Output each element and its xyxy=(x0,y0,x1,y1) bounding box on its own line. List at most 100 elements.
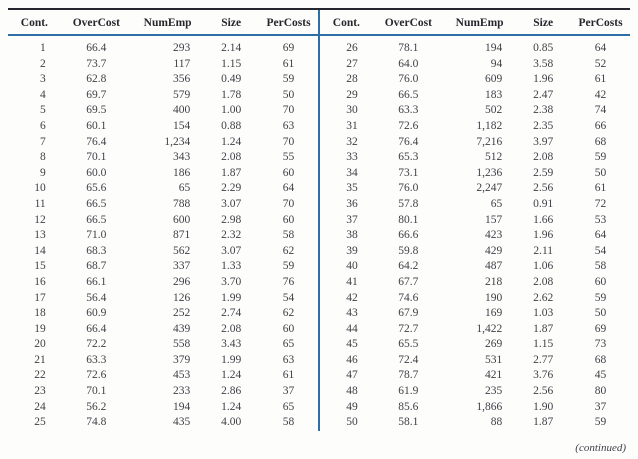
cell-numemp: 337 xyxy=(173,260,191,273)
table-row: 39 59.8 429 2.11 54 xyxy=(320,244,630,260)
cell-size: 1.96 xyxy=(533,73,554,86)
cell-numemp: 487 xyxy=(485,260,503,273)
column-header-cont: Cont. xyxy=(320,10,373,36)
cell-cont: 1 xyxy=(39,42,46,54)
cell-overcost: 72.6 xyxy=(86,369,107,382)
cell-overcost: 56.4 xyxy=(86,291,107,304)
cell-percosts: 52 xyxy=(594,57,607,70)
cell-cont: 28 xyxy=(346,73,358,86)
cell-size: 1.96 xyxy=(533,229,554,242)
cell-size: 2.74 xyxy=(221,307,242,320)
cell-percosts: 80 xyxy=(594,385,607,398)
cell-cont: 8 xyxy=(39,151,46,164)
cell-size: 1.99 xyxy=(221,291,242,304)
table-row: 46 72.4 531 2.77 68 xyxy=(320,353,630,369)
cell-cont: 15 xyxy=(34,260,46,273)
table-top-rule xyxy=(8,8,630,10)
cell-overcost: 72.4 xyxy=(398,353,419,366)
cell-cont: 19 xyxy=(34,322,46,335)
header-row: Cont. OverCost NumEmp Size PerCosts xyxy=(8,10,318,36)
table-row: 33 65.3 512 2.08 59 xyxy=(320,150,630,166)
cell-numemp: 558 xyxy=(173,338,191,351)
cell-overcost: 76.0 xyxy=(398,182,419,195)
cell-overcost: 78.7 xyxy=(398,369,419,382)
cell-cont: 18 xyxy=(34,307,46,320)
cell-percosts: 59 xyxy=(282,73,295,86)
cell-size: 4.00 xyxy=(221,416,242,429)
table-row: 17 56.4 126 1.99 54 xyxy=(8,291,318,307)
cell-overcost: 60.0 xyxy=(86,166,107,179)
cell-overcost: 63.3 xyxy=(86,353,107,366)
cell-overcost: 69.7 xyxy=(86,88,107,101)
cell-size: 2.77 xyxy=(533,353,554,366)
cell-cont: 41 xyxy=(346,275,358,288)
cell-numemp: 1,234 xyxy=(164,135,191,148)
cell-overcost: 67.9 xyxy=(398,307,419,320)
cell-size: 2.35 xyxy=(533,119,554,132)
cell-cont: 39 xyxy=(346,244,358,257)
cell-percosts: 59 xyxy=(594,291,607,304)
cell-size: 3.07 xyxy=(221,244,242,257)
cell-overcost: 66.5 xyxy=(86,197,107,210)
cell-overcost: 60.9 xyxy=(86,307,107,320)
cell-size: 2.56 xyxy=(533,385,554,398)
column-header-percosts: PerCosts xyxy=(259,10,318,36)
table-row: 5 69.5 400 1.00 70 xyxy=(8,103,318,119)
cell-cont: 10 xyxy=(34,182,46,195)
cell-overcost: 66.4 xyxy=(86,322,107,335)
cell-size: 2.29 xyxy=(221,182,242,195)
cell-numemp: 293 xyxy=(173,42,191,54)
cell-cont: 5 xyxy=(39,104,46,117)
cell-cont: 43 xyxy=(346,307,358,320)
table-row: 36 57.8 65 0.91 72 xyxy=(320,197,630,213)
cell-cont: 37 xyxy=(346,213,358,226)
table-body-left: 1 66.4 293 2.14 69 2 73.7 117 1.15 61 3 62.8 356 0.49… xyxy=(8,35,318,431)
table-row: 23 70.1 233 2.86 37 xyxy=(8,384,318,400)
continued-note: (continued) xyxy=(575,442,626,454)
cell-numemp: 435 xyxy=(173,416,191,429)
cell-size: 2.08 xyxy=(533,151,554,164)
cell-overcost: 65.3 xyxy=(398,151,419,164)
cell-overcost: 59.8 xyxy=(398,244,419,257)
cell-overcost: 58.1 xyxy=(398,416,419,429)
cell-overcost: 68.3 xyxy=(86,244,107,257)
cell-percosts: 42 xyxy=(594,88,607,101)
cell-cont: 7 xyxy=(39,135,46,148)
cell-percosts: 54 xyxy=(594,244,607,257)
cell-overcost: 72.7 xyxy=(398,322,419,335)
cell-size: 0.49 xyxy=(221,73,242,86)
cell-size: 2.14 xyxy=(221,42,242,54)
cell-overcost: 66.5 xyxy=(86,213,107,226)
cell-percosts: 64 xyxy=(594,229,607,242)
cell-overcost: 74.6 xyxy=(398,291,419,304)
cell-overcost: 65.6 xyxy=(86,182,107,195)
cell-overcost: 56.2 xyxy=(86,400,107,413)
cell-numemp: 65 xyxy=(178,182,191,195)
cell-percosts: 37 xyxy=(282,385,295,398)
cell-size: 3.76 xyxy=(533,369,554,382)
column-header-overcost: OverCost xyxy=(60,10,132,36)
cell-percosts: 50 xyxy=(594,307,607,320)
table-row: 50 58.1 88 1.87 59 xyxy=(320,415,630,431)
cell-percosts: 50 xyxy=(594,166,607,179)
cell-size: 1.66 xyxy=(533,213,554,226)
cell-numemp: 7,216 xyxy=(476,135,503,148)
contracts-table-right: Cont. OverCost NumEmp Size PerCosts 26 78… xyxy=(320,10,630,431)
cell-percosts: 73 xyxy=(594,338,607,351)
cell-percosts: 55 xyxy=(282,151,295,164)
cell-percosts: 61 xyxy=(282,369,295,382)
cell-size: 1.24 xyxy=(221,135,242,148)
cell-cont: 27 xyxy=(346,57,358,70)
table-row: 25 74.8 435 4.00 58 xyxy=(8,415,318,431)
cell-numemp: 379 xyxy=(173,353,191,366)
cell-percosts: 58 xyxy=(282,229,295,242)
cell-size: 2.62 xyxy=(533,291,554,304)
cell-numemp: 453 xyxy=(173,369,191,382)
cell-cont: 17 xyxy=(34,291,46,304)
cell-size: 2.47 xyxy=(533,88,554,101)
cell-overcost: 76.0 xyxy=(398,73,419,86)
cell-size: 1.78 xyxy=(221,88,242,101)
cell-percosts: 54 xyxy=(282,291,295,304)
cell-cont: 48 xyxy=(346,385,358,398)
cell-size: 2.38 xyxy=(533,104,554,117)
